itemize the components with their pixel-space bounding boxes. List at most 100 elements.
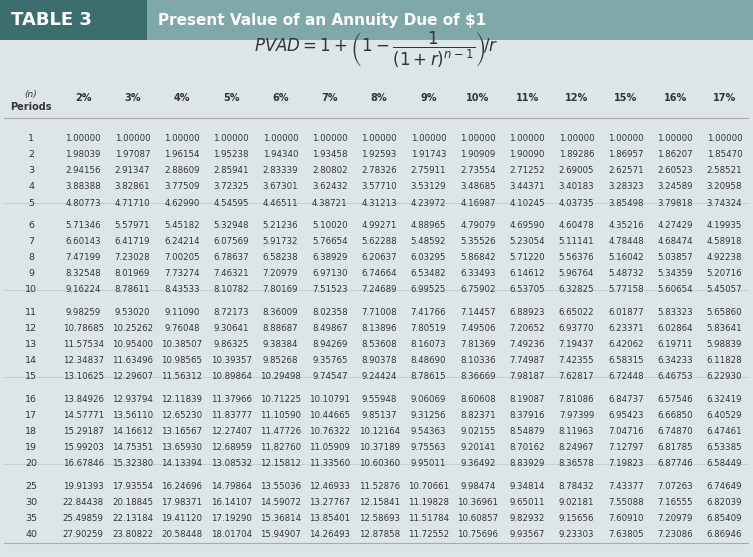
Text: 8.82371: 8.82371: [460, 411, 495, 420]
Text: 10.38507: 10.38507: [161, 340, 203, 349]
Text: 10.95400: 10.95400: [112, 340, 153, 349]
Text: 3.79818: 3.79818: [657, 198, 693, 208]
Text: 1.90090: 1.90090: [510, 150, 545, 159]
Text: 6.07569: 6.07569: [213, 237, 249, 246]
Text: 12.58693: 12.58693: [358, 514, 400, 523]
Text: 1.00000: 1.00000: [657, 134, 693, 143]
Text: 7.16555: 7.16555: [657, 498, 693, 507]
Text: 6: 6: [28, 221, 34, 230]
Text: 8%: 8%: [370, 94, 388, 104]
Text: 10: 10: [25, 285, 37, 295]
Text: 9.15656: 9.15656: [559, 514, 594, 523]
Text: 17.19290: 17.19290: [211, 514, 252, 523]
Text: 3.48685: 3.48685: [460, 182, 495, 192]
Text: 6.58315: 6.58315: [608, 356, 644, 365]
Text: 9%: 9%: [420, 94, 437, 104]
Text: 1.00000: 1.00000: [361, 134, 397, 143]
Text: 5.45057: 5.45057: [707, 285, 742, 295]
Text: 10.10791: 10.10791: [309, 395, 350, 404]
Text: 6.58238: 6.58238: [263, 253, 298, 262]
Text: 2%: 2%: [75, 94, 91, 104]
Text: 19.41120: 19.41120: [161, 514, 203, 523]
Text: 8.48690: 8.48690: [410, 356, 447, 365]
Text: 1.00000: 1.00000: [410, 134, 447, 143]
Text: 5.91732: 5.91732: [263, 237, 298, 246]
Text: 4.88965: 4.88965: [410, 221, 447, 230]
Text: 11.47726: 11.47726: [260, 427, 301, 436]
Text: 4.54595: 4.54595: [213, 198, 249, 208]
Text: 11: 11: [25, 308, 37, 317]
Text: 9.85268: 9.85268: [263, 356, 298, 365]
Text: 2.62571: 2.62571: [608, 167, 644, 175]
Text: 1.00000: 1.00000: [707, 134, 742, 143]
Text: 25.49859: 25.49859: [62, 514, 103, 523]
Text: 4.71710: 4.71710: [114, 198, 151, 208]
Text: 18.01704: 18.01704: [211, 530, 252, 539]
Text: 3: 3: [28, 167, 34, 175]
Text: 4.58918: 4.58918: [707, 237, 742, 246]
Text: 40: 40: [25, 530, 37, 539]
Text: 7.23086: 7.23086: [657, 530, 693, 539]
Text: 7.55088: 7.55088: [608, 498, 644, 507]
Text: 8.54879: 8.54879: [510, 427, 545, 436]
Text: 8.94269: 8.94269: [312, 340, 347, 349]
Text: 6.81785: 6.81785: [657, 443, 693, 452]
Text: 5.77158: 5.77158: [608, 285, 644, 295]
Text: 7.19823: 7.19823: [608, 459, 644, 468]
Text: 4.78448: 4.78448: [608, 237, 644, 246]
Text: 7.00205: 7.00205: [164, 253, 200, 262]
Text: 12.93794: 12.93794: [112, 395, 153, 404]
Text: 16%: 16%: [663, 94, 687, 104]
Text: 9.85137: 9.85137: [361, 411, 397, 420]
Text: 8.13896: 8.13896: [361, 324, 397, 333]
Text: 14.75351: 14.75351: [112, 443, 153, 452]
Text: 7.49236: 7.49236: [510, 340, 545, 349]
Text: 5.23054: 5.23054: [509, 237, 545, 246]
Text: 1.00000: 1.00000: [509, 134, 545, 143]
Text: 1.00000: 1.00000: [213, 134, 249, 143]
Text: 6.47461: 6.47461: [707, 427, 742, 436]
Text: 17: 17: [25, 411, 37, 420]
Text: 4.35216: 4.35216: [608, 221, 644, 230]
Text: 6.97130: 6.97130: [312, 269, 348, 278]
Text: 5.57971: 5.57971: [114, 221, 150, 230]
Text: 8.36669: 8.36669: [460, 372, 495, 382]
Text: 4%: 4%: [173, 94, 190, 104]
Text: $PVAD = 1 + \left(1 - \dfrac{1}{(1+r)^{n-1}}\right)\!/r$: $PVAD = 1 + \left(1 - \dfrac{1}{(1+r)^{n…: [255, 30, 498, 70]
Text: 3.28323: 3.28323: [608, 182, 644, 192]
Text: 8.10782: 8.10782: [213, 285, 249, 295]
Text: 6.87746: 6.87746: [657, 459, 693, 468]
Text: 6.32419: 6.32419: [707, 395, 742, 404]
Text: 7.97399: 7.97399: [559, 411, 594, 420]
Text: 9.02181: 9.02181: [559, 498, 594, 507]
Text: 13.16567: 13.16567: [161, 427, 203, 436]
Text: 10.75696: 10.75696: [457, 530, 498, 539]
Text: 13.08532: 13.08532: [211, 459, 252, 468]
Text: 9.38384: 9.38384: [263, 340, 298, 349]
Text: 10.39357: 10.39357: [211, 356, 252, 365]
Text: 7.20979: 7.20979: [657, 514, 693, 523]
Text: 23.80822: 23.80822: [112, 530, 153, 539]
Text: 6.23371: 6.23371: [608, 324, 644, 333]
Text: 13.27767: 13.27767: [309, 498, 350, 507]
Text: 27.90259: 27.90259: [62, 530, 103, 539]
Text: 14.13394: 14.13394: [161, 459, 203, 468]
Text: 7.71008: 7.71008: [361, 308, 397, 317]
FancyBboxPatch shape: [147, 0, 753, 40]
Text: 16.67846: 16.67846: [62, 459, 104, 468]
Text: 7.81369: 7.81369: [460, 340, 495, 349]
Text: 5.83641: 5.83641: [707, 324, 742, 333]
Text: 9.95011: 9.95011: [411, 459, 447, 468]
Text: 6.24214: 6.24214: [164, 237, 200, 246]
Text: 4.99271: 4.99271: [361, 221, 397, 230]
Text: 4.60478: 4.60478: [559, 221, 594, 230]
Text: 6.99525: 6.99525: [411, 285, 447, 295]
Text: 12.46933: 12.46933: [309, 482, 350, 491]
Text: 10.36961: 10.36961: [457, 498, 498, 507]
Text: 2.58521: 2.58521: [707, 167, 742, 175]
Text: 6.14612: 6.14612: [509, 269, 545, 278]
Text: 10.60857: 10.60857: [457, 514, 498, 523]
Text: 8.70162: 8.70162: [509, 443, 545, 452]
Text: 13.56110: 13.56110: [112, 411, 153, 420]
Text: 12.87858: 12.87858: [358, 530, 400, 539]
